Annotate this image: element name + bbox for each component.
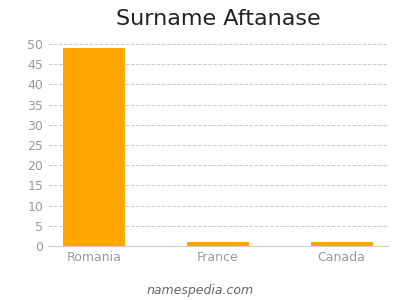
Text: namespedia.com: namespedia.com xyxy=(146,284,254,297)
Title: Surname Aftanase: Surname Aftanase xyxy=(116,9,320,29)
Bar xyxy=(311,242,372,246)
Bar xyxy=(64,48,125,246)
Bar xyxy=(187,242,249,246)
